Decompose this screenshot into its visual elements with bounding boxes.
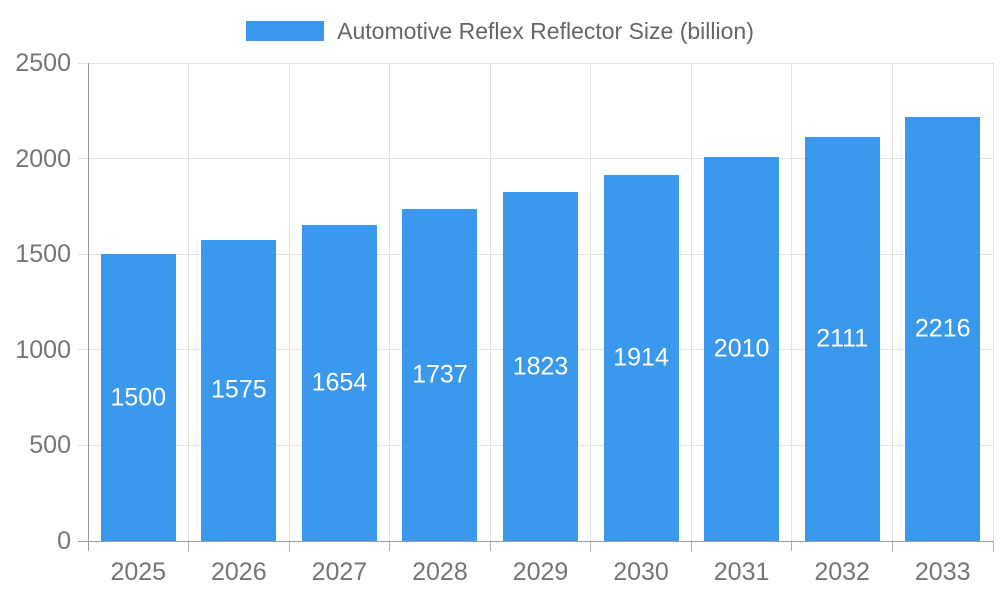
bar-2033[interactable]: 2216 [905,117,981,541]
v-gridline [690,63,692,541]
x-tick-label: 2031 [713,558,770,586]
y-tick-label: 2500 [15,49,71,77]
legend-swatch-icon [246,21,325,41]
y-tick-label: 500 [29,431,71,460]
v-gridline [389,63,391,541]
v-gridline [891,63,893,541]
x-tick [389,541,391,551]
bar-value-label: 1575 [211,375,267,404]
bar-2031[interactable]: 2010 [704,156,780,541]
legend-label: Automotive Reflex Reflector Size (billio… [337,18,754,44]
v-gridline [489,63,491,541]
x-tick-label: 2033 [914,558,971,586]
x-tick-label: 2029 [512,558,569,586]
x-tick [690,541,692,551]
bar-2029[interactable]: 1823 [503,192,578,541]
bar-value-label: 1914 [613,343,669,372]
x-tick-label: 2030 [613,558,669,586]
x-tick [489,541,491,551]
x-tick-label: 2025 [110,558,167,586]
bar-2030[interactable]: 1914 [603,175,679,541]
y-tick-label: 1000 [15,335,71,364]
legend-item[interactable]: Automotive Reflex Reflector Size (billio… [0,17,1000,45]
x-tick [992,541,994,551]
v-gridline [590,63,592,541]
x-tick-label: 2026 [211,558,267,586]
v-gridline [992,63,994,541]
bar-value-label: 2010 [713,334,770,363]
bar-value-label: 2216 [914,314,971,343]
h-gridline [78,158,993,160]
bar-value-label: 1654 [311,368,368,397]
v-gridline [288,63,290,541]
x-tick-label: 2027 [311,558,368,586]
x-tick [791,541,793,551]
x-tick-label: 2032 [814,558,870,586]
bar-2027[interactable]: 1654 [301,224,377,541]
x-axis-line [78,540,993,542]
y-axis-line [87,63,89,551]
x-tick [288,541,290,551]
bar-value-label: 1500 [110,383,167,412]
v-gridline [188,63,190,541]
bar-value-label: 2111 [816,324,869,353]
y-tick-label: 0 [57,527,71,555]
y-tick-label: 2000 [15,144,71,173]
bar-value-label: 1737 [412,360,468,389]
h-gridline [78,62,993,64]
x-tick [590,541,592,551]
x-tick-label: 2028 [412,558,468,586]
bar-2025[interactable]: 1500 [100,254,176,541]
x-tick [891,541,893,551]
x-tick [188,541,190,551]
bar-value-label: 1823 [512,352,569,381]
bar-2032[interactable]: 2111 [804,137,880,541]
v-gridline [791,63,793,541]
bar-2026[interactable]: 1575 [201,239,277,541]
y-tick-label: 1500 [15,240,71,269]
bar-2028[interactable]: 1737 [402,208,478,541]
